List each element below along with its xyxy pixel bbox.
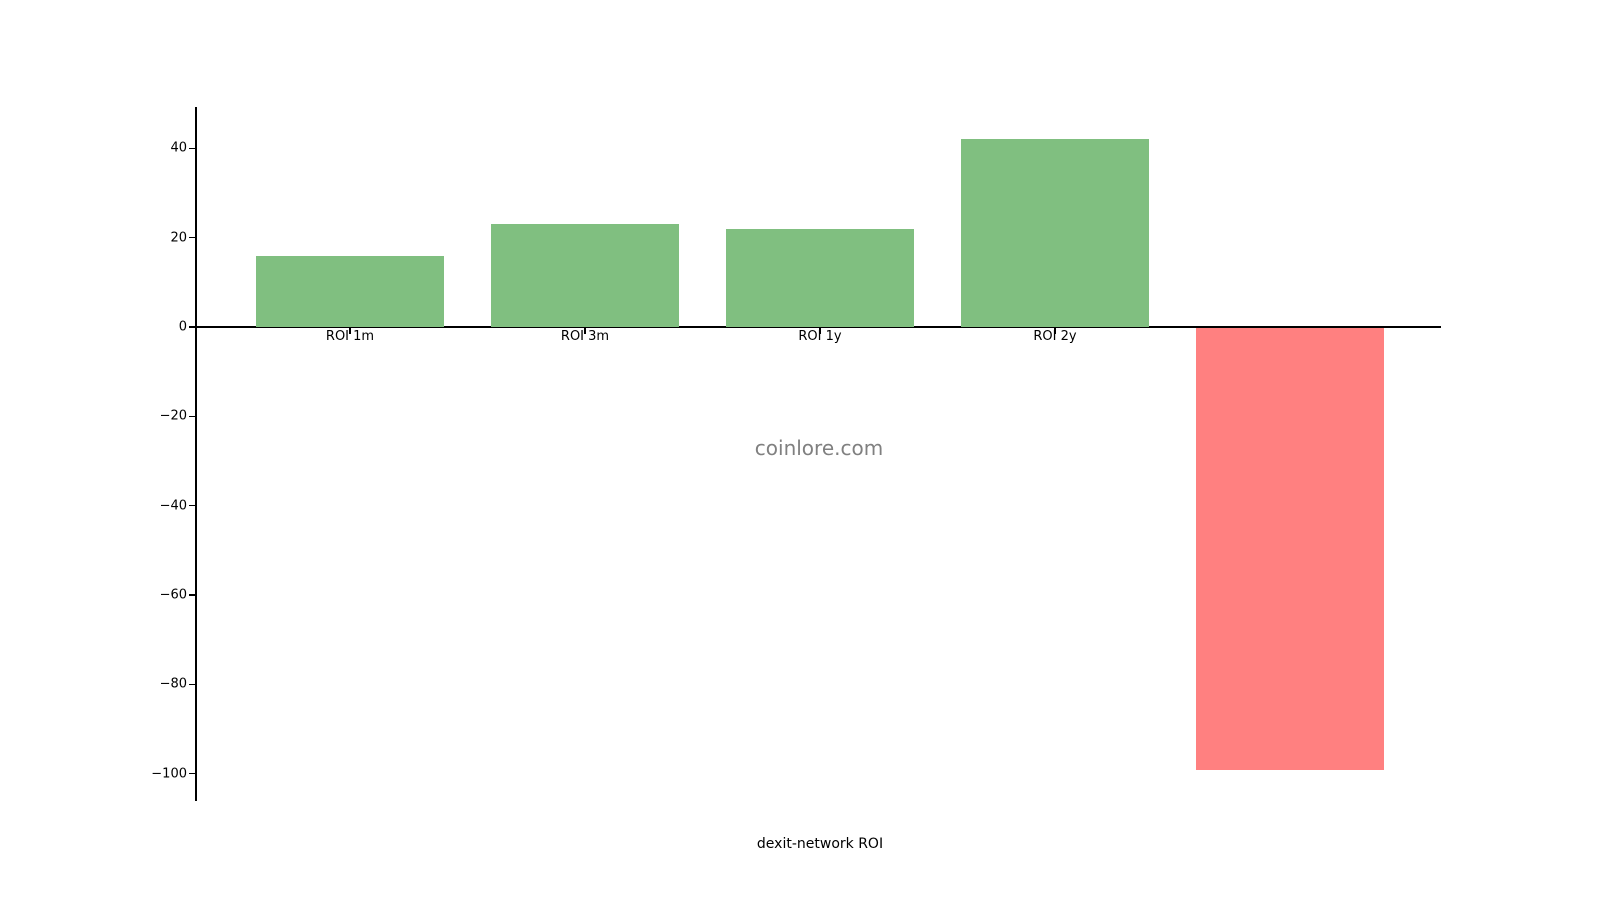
- y-axis-line: [195, 107, 197, 801]
- y-tick-label: −40: [159, 498, 187, 514]
- y-tick-label: −20: [159, 408, 187, 424]
- bar-roi-3m: [491, 224, 679, 327]
- y-tick-label: 0: [178, 319, 187, 335]
- x-tick-label-roi-1m: ROI 1m: [325, 328, 375, 344]
- y-tick-mark: [189, 505, 196, 507]
- chart-title: dexit-network ROI: [756, 836, 884, 852]
- y-tick-mark: [189, 237, 196, 239]
- x-tick-mark: [349, 327, 351, 334]
- bar-unlabeled-4: [1196, 327, 1384, 770]
- y-tick-label: 40: [170, 140, 187, 156]
- y-tick-mark: [189, 147, 196, 149]
- y-tick-label: 20: [170, 230, 187, 246]
- x-tick-mark: [584, 327, 586, 334]
- bar-roi-2y: [961, 139, 1149, 327]
- y-tick-mark: [189, 772, 196, 775]
- bar-roi-1m: [256, 255, 444, 327]
- y-tick-mark: [189, 326, 196, 328]
- x-tick-mark: [819, 327, 821, 334]
- x-tick-label-roi-2y: ROI 2y: [1033, 328, 1077, 344]
- x-tick-mark: [1054, 327, 1056, 334]
- y-tick-label: −60: [159, 587, 187, 603]
- bar-roi-1y: [726, 228, 914, 327]
- watermark: coinlore.com: [754, 436, 884, 460]
- y-tick-mark: [189, 594, 196, 596]
- y-tick-mark: [189, 683, 196, 685]
- y-tick-mark: [189, 415, 196, 417]
- x-tick-label-roi-1y: ROI 1y: [798, 328, 842, 344]
- y-tick-label: −80: [159, 676, 187, 692]
- y-tick-label: −100: [151, 766, 187, 782]
- x-tick-label-roi-3m: ROI 3m: [560, 328, 610, 344]
